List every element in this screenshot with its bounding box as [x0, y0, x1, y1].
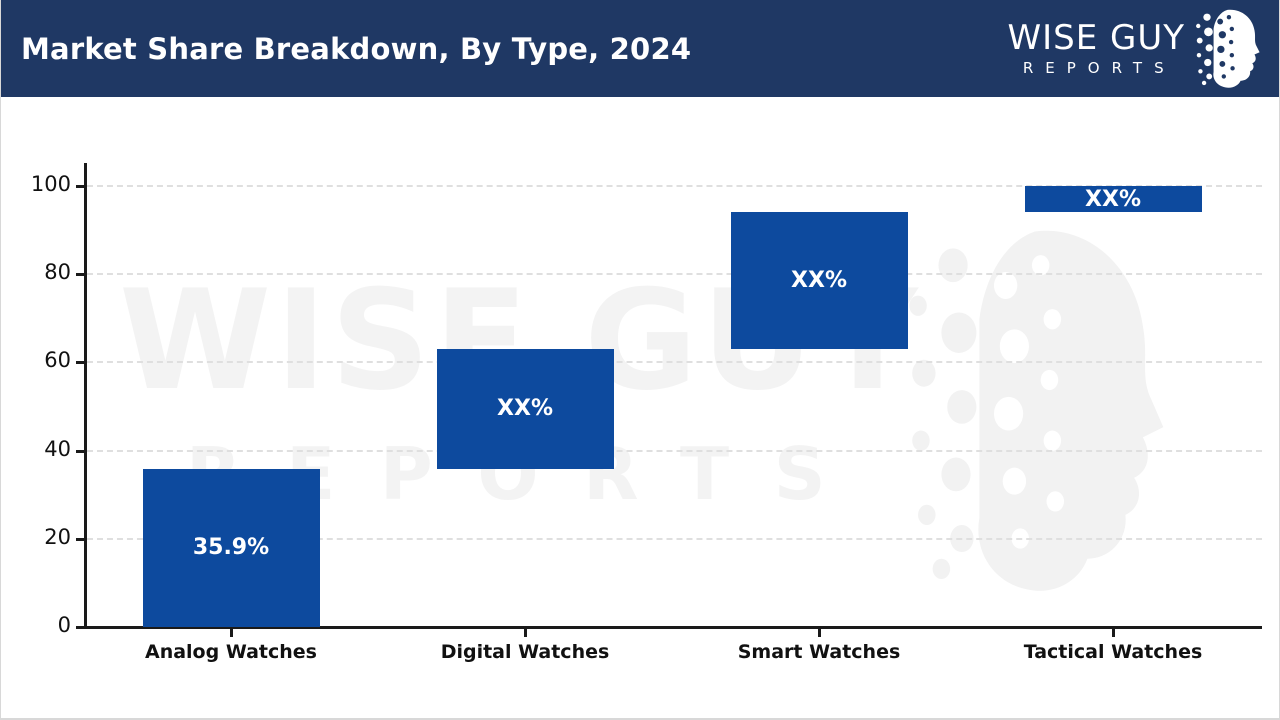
x-tick-label-smart-watches: Smart Watches: [737, 641, 901, 663]
bar-tactical-watches: XX%: [1024, 186, 1202, 213]
bar-analog-watches: 35.9%: [142, 468, 320, 627]
x-tick-label-digital-watches: Digital Watches: [440, 641, 610, 663]
x-tick-label-analog-watches: Analog Watches: [144, 641, 317, 663]
y-tick-label: 60: [44, 348, 71, 373]
y-tick-mark: [76, 449, 84, 453]
bar-value-label: XX%: [1085, 186, 1141, 212]
header-bar: Market Share Breakdown, By Type, 2024 WI…: [1, 0, 1279, 97]
y-tick-label: 20: [44, 524, 71, 549]
logo-text: WISE GUY REPORTS: [1007, 21, 1185, 76]
bar-digital-watches: XX%: [436, 349, 614, 469]
bar-value-label: 35.9%: [192, 535, 270, 561]
logo-face-icon: [1196, 9, 1260, 88]
y-tick-label: 80: [44, 260, 71, 285]
gridline: [87, 361, 1262, 364]
y-tick-label: 40: [44, 436, 71, 461]
bar-smart-watches: XX%: [730, 212, 908, 350]
y-tick-label: 0: [57, 613, 71, 637]
x-tick-mark: [524, 629, 527, 637]
gridline: [87, 449, 1262, 452]
y-tick-mark: [76, 361, 84, 365]
y-tick-label: 100: [30, 172, 71, 196]
x-tick-label-tactical-watches: Tactical Watches: [1023, 641, 1203, 663]
wise-guy-logo: WISE GUY REPORTS: [1007, 7, 1265, 91]
y-tick-mark: [76, 537, 84, 541]
y-tick-mark: [76, 626, 84, 629]
gridline: [87, 185, 1262, 187]
x-tick-mark: [230, 629, 233, 637]
page-title: Market Share Breakdown, By Type, 2024: [21, 31, 692, 66]
logo-wordmark: WISE GUY: [1007, 18, 1185, 58]
logo-subtext: REPORTS: [1022, 59, 1176, 77]
gridline: [87, 273, 1262, 276]
y-tick-mark: [76, 185, 84, 188]
bar-value-label: XX%: [791, 268, 847, 294]
x-tick-mark: [1112, 629, 1115, 637]
x-axis-line: [84, 626, 1262, 629]
x-tick-mark: [818, 629, 821, 637]
y-axis-line: [84, 163, 87, 629]
gridline: [87, 537, 1262, 540]
bar-value-label: XX%: [497, 396, 553, 422]
y-tick-mark: [76, 273, 84, 277]
